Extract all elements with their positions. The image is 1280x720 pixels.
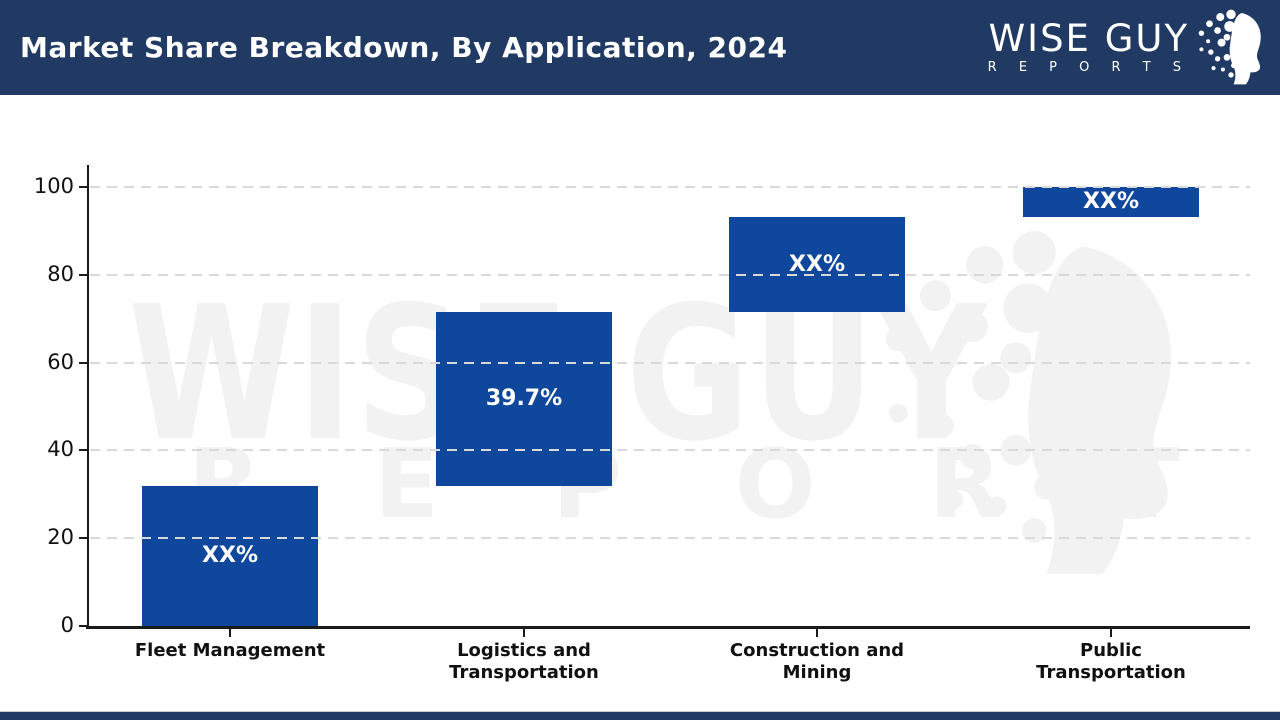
y-tick-label: 20 <box>47 525 74 550</box>
gridline <box>90 537 1250 540</box>
brand-logo-text: WISE GUY R E P O R T S <box>987 17 1190 75</box>
y-tick-mark <box>79 625 87 627</box>
y-tick-label: 40 <box>47 437 74 462</box>
bar-segment: XX% <box>142 485 318 626</box>
x-category-label-line: Public <box>1080 640 1142 661</box>
y-tick-mark <box>79 186 87 188</box>
bar-segment: 39.7% <box>436 311 612 486</box>
bar-value-label: XX% <box>202 543 258 569</box>
x-tick-mark <box>816 629 818 637</box>
x-category-label-line: Fleet Management <box>134 640 326 661</box>
page-title: Market Share Breakdown, By Application, … <box>20 31 788 64</box>
y-tick-label: 100 <box>33 174 74 198</box>
footer-hairline <box>0 711 1280 712</box>
face-logo-icon <box>1198 9 1261 84</box>
waterfall-chart: XX% 39.7% XX% XX% 0 20 40 60 80 100 Fleet Manageme… <box>0 95 1280 707</box>
gridline <box>90 449 1250 452</box>
y-tick-label: 0 <box>60 613 74 637</box>
bar-segment: XX% <box>1023 187 1199 217</box>
x-tick-mark <box>229 629 231 637</box>
x-category-label-line: Transportation <box>1036 662 1186 683</box>
x-category-label: Fleet Management <box>100 640 360 662</box>
gridline <box>90 186 1250 188</box>
x-category-label-line: Logistics and <box>457 640 591 661</box>
x-category-label-line: Mining <box>782 662 852 683</box>
x-tick-mark <box>523 629 525 637</box>
bar-value-label: XX% <box>789 251 845 277</box>
x-category-label-line: Construction and <box>729 640 905 661</box>
y-tick-mark <box>79 273 87 276</box>
y-tick-mark <box>79 361 87 364</box>
header-bar: Market Share Breakdown, By Application, … <box>0 0 1280 95</box>
y-tick-mark <box>79 449 87 452</box>
gridline <box>90 361 1250 364</box>
x-category-label: Construction and Mining <box>687 640 947 684</box>
x-category-label: Public Transportation <box>981 640 1241 684</box>
x-category-label-line: Transportation <box>449 662 599 683</box>
bar-segment: XX% <box>729 216 905 312</box>
brand-logo: WISE GUY R E P O R T S <box>988 8 1266 88</box>
x-category-label: Logistics and Transportation <box>394 640 654 684</box>
bar-value-label: XX% <box>1083 189 1139 215</box>
y-tick-label: 60 <box>47 349 74 374</box>
gridline <box>90 273 1250 276</box>
bar-value-label: 39.7% <box>485 386 563 412</box>
x-axis-line <box>86 626 1250 629</box>
brand-name: WISE GUY <box>988 17 1190 61</box>
x-tick-mark <box>1110 629 1112 637</box>
brand-tagline: R E P O R T S <box>987 59 1190 75</box>
footer-accent-bar <box>0 712 1280 720</box>
y-axis-line <box>87 165 89 628</box>
y-tick-label: 80 <box>47 261 74 286</box>
y-tick-mark <box>79 537 87 540</box>
